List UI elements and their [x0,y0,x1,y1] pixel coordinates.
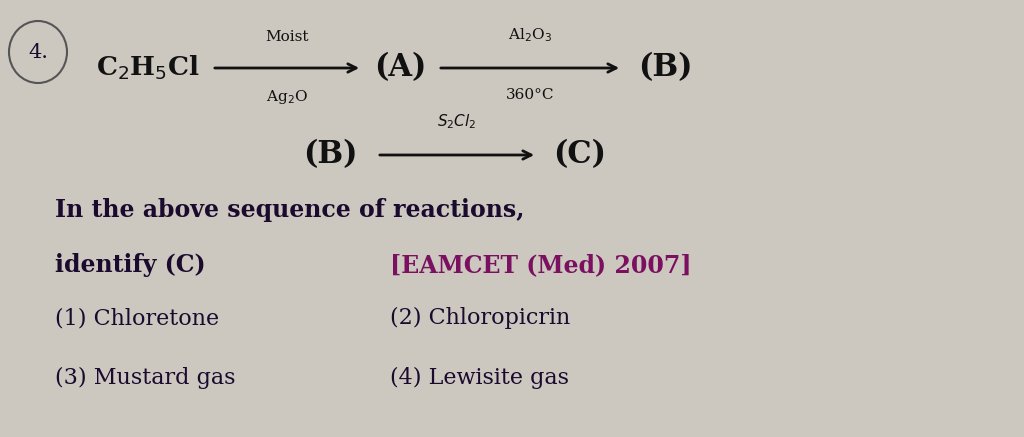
Text: (B): (B) [638,52,692,83]
Text: Al$_2$O$_3$: Al$_2$O$_3$ [508,26,552,44]
Text: (1) Chloretone: (1) Chloretone [55,307,219,329]
Text: (B): (B) [303,139,357,170]
Text: (3) Mustard gas: (3) Mustard gas [55,367,236,389]
Text: (C): (C) [554,139,606,170]
Text: identify (C): identify (C) [55,253,206,277]
Text: (A): (A) [374,52,426,83]
Text: C$_2$H$_5$Cl: C$_2$H$_5$Cl [96,54,200,82]
Text: Moist: Moist [265,30,309,44]
Text: Ag$_2$O: Ag$_2$O [266,88,308,106]
Text: (2) Chloropicrin: (2) Chloropicrin [390,307,570,329]
Text: 360°C: 360°C [506,88,554,102]
Text: [EAMCET (Med) 2007]: [EAMCET (Med) 2007] [390,253,691,277]
Text: $S_2Cl_2$: $S_2Cl_2$ [437,112,477,131]
Text: In the above sequence of reactions,: In the above sequence of reactions, [55,198,524,222]
Text: 4.: 4. [28,42,48,62]
Text: (4) Lewisite gas: (4) Lewisite gas [390,367,569,389]
